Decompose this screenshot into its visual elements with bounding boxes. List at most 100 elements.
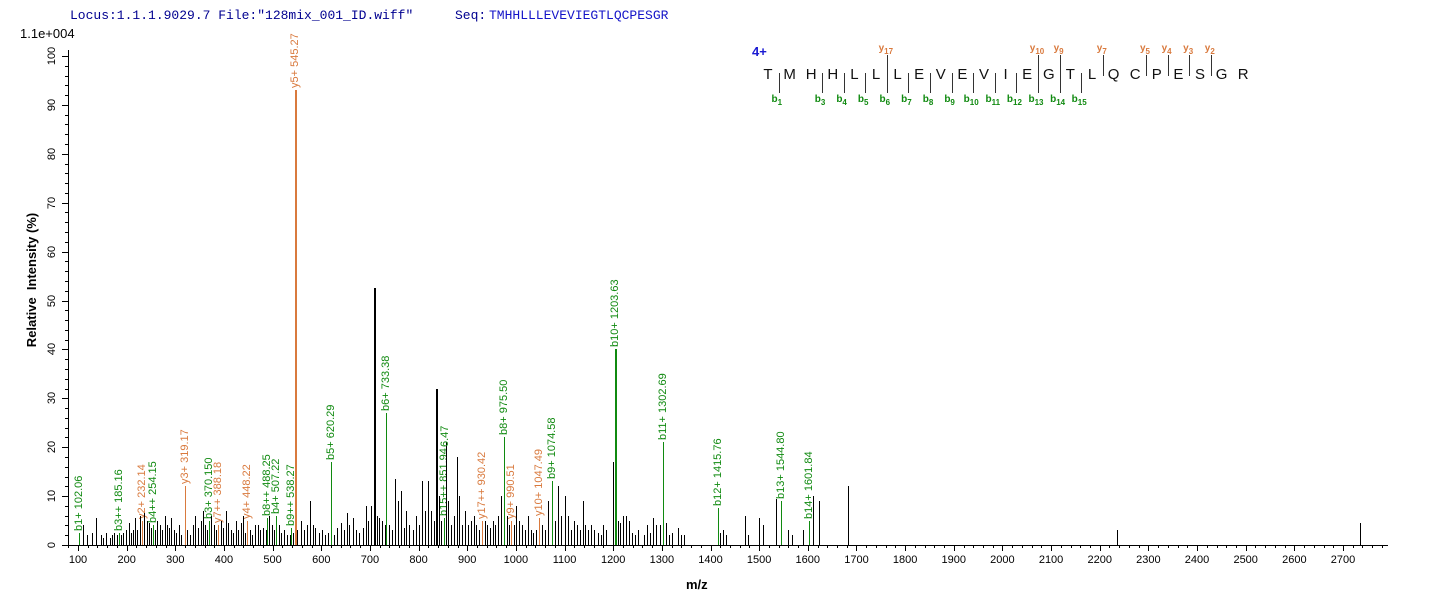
x-tick-label: 2300 <box>1136 554 1161 566</box>
spectrum-peak <box>848 486 850 545</box>
b-ion-label: b10 <box>963 94 979 107</box>
spectrum-peak <box>544 530 546 545</box>
spectrum-peak <box>677 527 679 545</box>
x-tick-label: 200 <box>117 554 136 566</box>
y-minor-tick <box>65 388 68 390</box>
x-minor-tick <box>1177 545 1179 548</box>
peak-label: y3+ 319.17 <box>178 429 191 485</box>
spectrum-peak <box>362 527 364 545</box>
spectrum-peak <box>139 515 141 545</box>
y-minor-tick <box>65 515 68 517</box>
y-tick-label: 0 <box>46 541 58 549</box>
spectrum-peak <box>131 532 133 545</box>
spectrum-peak <box>162 530 164 545</box>
spectrum-peak <box>309 500 311 545</box>
spectrum-peak <box>394 478 396 545</box>
y-tick <box>62 349 68 351</box>
residue-letter: R <box>1237 66 1249 83</box>
x-minor-tick <box>535 545 537 548</box>
x-minor-tick <box>97 545 99 548</box>
y-minor-tick <box>65 232 68 234</box>
spectrum-peak <box>95 518 97 545</box>
peak-label: b4+ 507.22 <box>270 458 283 514</box>
x-minor-tick <box>798 545 800 548</box>
y-tick-label: 60 <box>46 245 58 258</box>
x-minor-tick <box>1362 545 1364 548</box>
x-minor-tick <box>1216 545 1218 548</box>
x-tick <box>759 545 761 551</box>
spectrum-peak <box>238 530 240 545</box>
spectrum-peak <box>620 522 622 545</box>
peak-label: b11+ 1302.69 <box>657 373 670 441</box>
spectrum-peak <box>213 525 215 545</box>
spectrum-peak <box>171 518 173 545</box>
spectrum-peak <box>522 525 524 545</box>
residue-letter: C <box>1129 66 1141 83</box>
peak-label: y2+ 232.14 <box>136 463 149 519</box>
y-tick-label: 20 <box>46 441 58 454</box>
spectrum-peak <box>176 532 178 545</box>
spectrum-peak <box>337 527 339 545</box>
x-minor-tick <box>1187 545 1189 548</box>
spectrum-peak <box>306 525 308 545</box>
spectrum-peak <box>470 520 472 545</box>
x-tick <box>953 545 955 551</box>
x-minor-tick <box>1090 545 1091 548</box>
y-minor-tick <box>65 437 68 439</box>
peak-label: b13+ 1544.80 <box>774 431 787 499</box>
x-minor-tick <box>681 545 683 548</box>
spectrum-peak <box>484 520 486 545</box>
x-tick <box>1294 545 1296 551</box>
y-minor-tick <box>65 222 68 224</box>
y-tick <box>62 153 68 155</box>
spectrum-peak <box>759 518 761 545</box>
x-tick-label: 2500 <box>1233 554 1258 566</box>
spectrum-peak <box>103 537 105 545</box>
spectrum-peak <box>106 532 108 545</box>
x-minor-tick <box>632 545 634 548</box>
cleavage-mark <box>886 55 888 93</box>
x-minor-tick <box>778 545 780 548</box>
spectrum-peak <box>207 530 209 545</box>
spectrum-peak <box>281 532 283 545</box>
spectrum-peak <box>666 522 668 545</box>
spectrum-peak <box>430 510 432 545</box>
spectrum-peak <box>547 500 549 545</box>
spectrum-peak <box>424 510 426 545</box>
spectrum-peak <box>818 500 820 545</box>
x-minor-tick <box>1333 545 1335 548</box>
x-minor-tick <box>408 545 410 548</box>
spectrum-peak <box>211 515 213 545</box>
spectrum-peak <box>195 515 197 545</box>
y-minor-tick <box>65 525 68 527</box>
x-tick-label: 2200 <box>1087 554 1112 566</box>
spectrum-peak <box>418 525 420 545</box>
spectrum-peak <box>391 530 393 545</box>
spectrum-peak <box>448 500 450 545</box>
residue-letter: H <box>827 66 839 83</box>
spectrum-peak <box>726 535 728 545</box>
residue-letter: G <box>1215 66 1228 83</box>
x-tick <box>564 545 566 551</box>
fragment-peak-b3+ <box>209 520 211 545</box>
spectrum-peak <box>82 525 84 545</box>
y-ion-label: y17 <box>878 43 894 56</box>
x-minor-tick <box>827 545 829 548</box>
x-tick <box>1099 545 1101 551</box>
x-minor-tick <box>428 545 430 548</box>
fragment-peak-b14+ <box>808 520 810 545</box>
spectrum-peak <box>258 525 260 545</box>
y-tick <box>62 398 68 400</box>
spectrum-peak <box>179 525 181 545</box>
x-minor-tick <box>146 545 148 548</box>
x-minor-tick <box>486 545 488 548</box>
spectrum-peak <box>603 525 605 545</box>
y-minor-tick <box>65 144 68 146</box>
x-tick <box>710 545 712 551</box>
x-minor-tick <box>642 545 644 548</box>
spectrum-peak <box>513 525 515 545</box>
spectrum-peak <box>128 522 130 545</box>
b-ion-label: b1 <box>771 94 783 107</box>
spectrum-peak <box>327 532 329 545</box>
